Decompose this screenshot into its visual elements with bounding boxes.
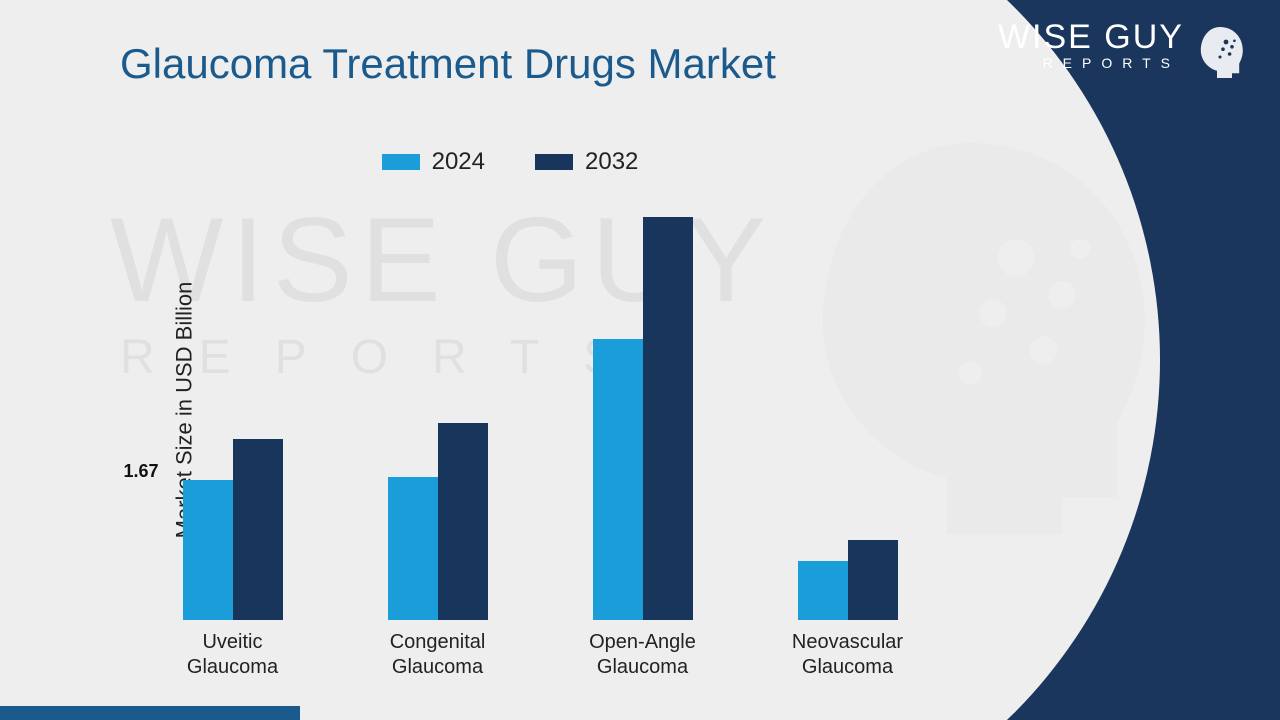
chart-title: Glaucoma Treatment Drugs Market [120,40,776,88]
x-axis-label: CongenitalGlaucoma [353,630,523,680]
x-axis-label: NeovascularGlaucoma [763,630,933,680]
x-axis-labels: UveiticGlaucoma CongenitalGlaucoma Open-An… [130,630,950,680]
chart-area: Market Size in USD Billion 2024 2032 1.6… [70,130,950,690]
legend-item-2032: 2032 [535,148,638,176]
bar-2024 [593,339,643,620]
legend-swatch-2032 [535,154,573,170]
x-axis-label: Open-AngleGlaucoma [558,630,728,680]
bar-2032 [233,439,283,620]
legend-label-2032: 2032 [585,148,638,176]
footer-accent-bar [0,706,300,720]
brand-main-text: WISE GUY [990,18,1184,57]
legend-swatch-2024 [382,154,420,170]
brand-head-icon [1190,24,1250,84]
bar-group [773,200,923,620]
chart-canvas: WISE GUY REPORTS WISE GUY REPORTS Glauco… [0,0,1280,720]
bar-2032 [438,423,488,620]
brand-sub-text: REPORTS [990,55,1184,71]
bar-group [363,200,513,620]
legend-item-2024: 2024 [382,148,485,176]
bar-2024 [798,561,848,620]
bar-2032 [848,540,898,620]
bar-2024 [388,477,438,620]
plot-area: 1.67 [130,200,950,620]
x-axis-label: UveiticGlaucoma [148,630,318,680]
brand-logo: WISE GUY REPORTS [990,18,1250,71]
legend: 2024 2032 [70,148,950,176]
bar-group [568,200,718,620]
bar-2024 [183,480,233,620]
legend-label-2024: 2024 [432,148,485,176]
bar-groups: 1.67 [130,200,950,620]
bar-2032 [643,217,693,620]
bar-value-label: 1.67 [124,461,159,482]
bar-group: 1.67 [158,200,308,620]
